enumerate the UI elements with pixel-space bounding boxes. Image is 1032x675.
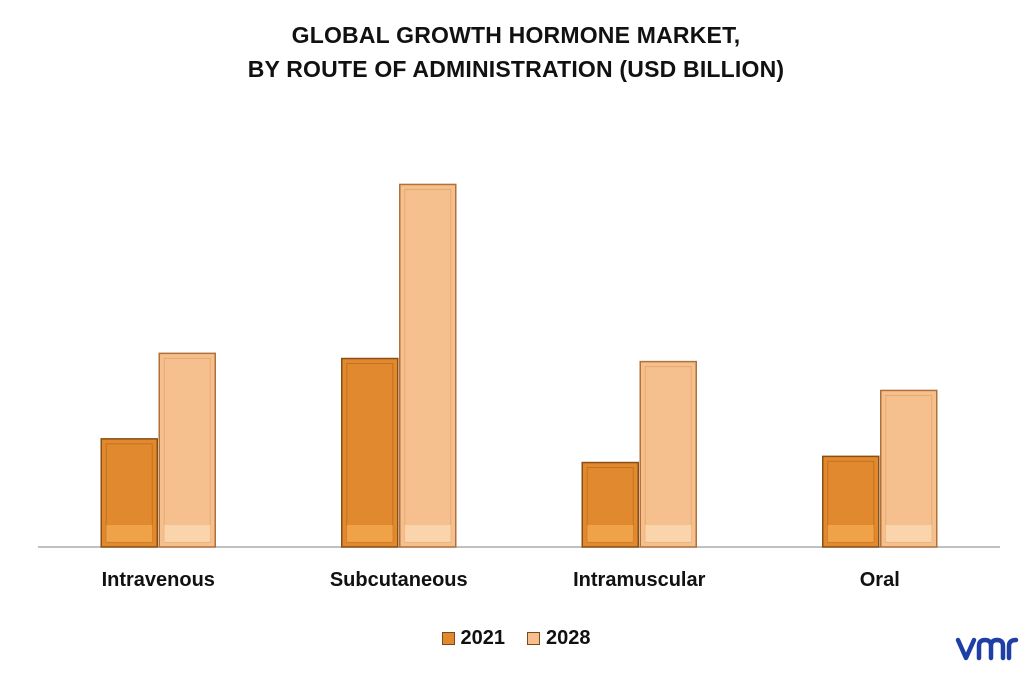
bar-highlight — [645, 525, 692, 542]
bar-highlight — [106, 525, 153, 542]
legend-label-2021: 2021 — [460, 627, 506, 649]
bar-highlight — [164, 525, 211, 542]
legend-label-2028: 2028 — [546, 627, 591, 649]
x-tick-label-intravenous: Intravenous — [102, 569, 215, 591]
x-tick-label-subcutaneous: Subcutaneous — [330, 569, 468, 591]
bar-rect — [639, 360, 697, 548]
x-tick-label-intramuscular: Intramuscular — [573, 569, 705, 591]
bar-highlight — [827, 525, 874, 542]
bar-highlight — [587, 525, 634, 542]
bar-rect — [158, 352, 216, 548]
x-tick-label-oral: Oral — [860, 569, 900, 591]
bar-intravenous-2028 — [158, 352, 216, 548]
bar-intramuscular-2028 — [639, 360, 697, 548]
bar-rect — [399, 183, 457, 548]
bars-group — [100, 183, 938, 548]
legend-item-2028: 2028 — [527, 627, 591, 650]
bar-rect — [880, 389, 938, 548]
bar-highlight — [404, 525, 451, 542]
bar-highlight — [346, 525, 393, 542]
chart-title-line-1: GLOBAL GROWTH HORMONE MARKET, — [291, 22, 741, 48]
chart-title-line-2: BY ROUTE OF ADMINISTRATION (USD BILLION) — [247, 56, 785, 82]
bar-highlight — [885, 525, 932, 542]
bar-oral-2028 — [880, 389, 938, 548]
legend-swatch-2028 — [527, 632, 540, 645]
x-tick-labels: Intravenous Subcutaneous Intramuscular Oral — [102, 569, 900, 591]
bar-intravenous-2021 — [100, 438, 158, 548]
bar-rect — [341, 357, 399, 548]
legend-swatch-2021 — [441, 632, 455, 645]
bar-subcutaneous-2021 — [341, 357, 399, 548]
vmr-logo: vmr — [955, 637, 1019, 661]
bar-subcutaneous-2028 — [399, 183, 457, 548]
legend: 2021 2028 — [0, 627, 1032, 650]
bar-intramuscular-2021 — [581, 461, 639, 548]
bar-oral-2021 — [822, 455, 880, 548]
legend-item-2021: 2021 — [441, 627, 506, 650]
chart-title: GLOBAL GROWTH HORMONE MARKET, BY ROUTE O… — [0, 18, 1032, 86]
